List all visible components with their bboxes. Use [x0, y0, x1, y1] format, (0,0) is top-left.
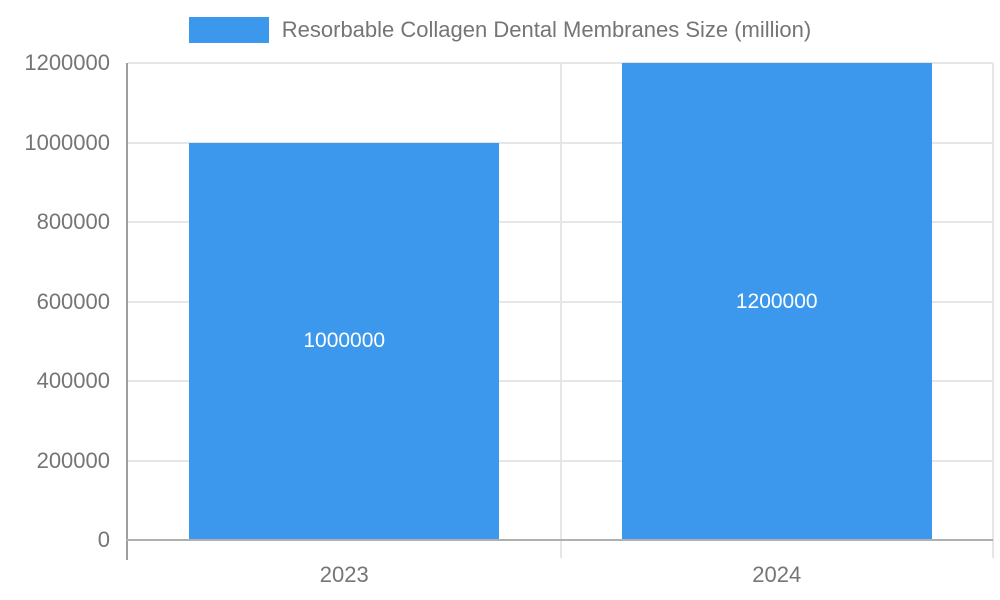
x-category-label: 2023 [319, 562, 369, 587]
chart-legend: Resorbable Collagen Dental Membranes Siz… [0, 17, 1000, 43]
category-separator-line [559, 63, 562, 558]
x-category-label: 2024 [752, 562, 802, 587]
y-tick-label: 1200000 [24, 50, 110, 75]
y-tick-label: 400000 [36, 368, 110, 393]
x-axis-line [126, 539, 993, 541]
y-tick-label: 0 [97, 527, 110, 552]
bar-2024[interactable] [621, 63, 932, 540]
y-tick-label: 600000 [36, 288, 110, 314]
bar-value-label: 1000000 [303, 329, 386, 353]
bar-value-label: 1200000 [735, 289, 818, 313]
legend-swatch [188, 17, 269, 43]
y-axis-line [126, 63, 128, 560]
legend-label: Resorbable Collagen Dental Membranes Siz… [281, 17, 812, 42]
plot-right-border [992, 63, 994, 558]
bar-2023[interactable] [189, 142, 500, 540]
y-tick-label: 1000000 [24, 129, 110, 155]
y-tick-label: 200000 [36, 447, 110, 473]
y-tick-label: 800000 [36, 209, 110, 234]
